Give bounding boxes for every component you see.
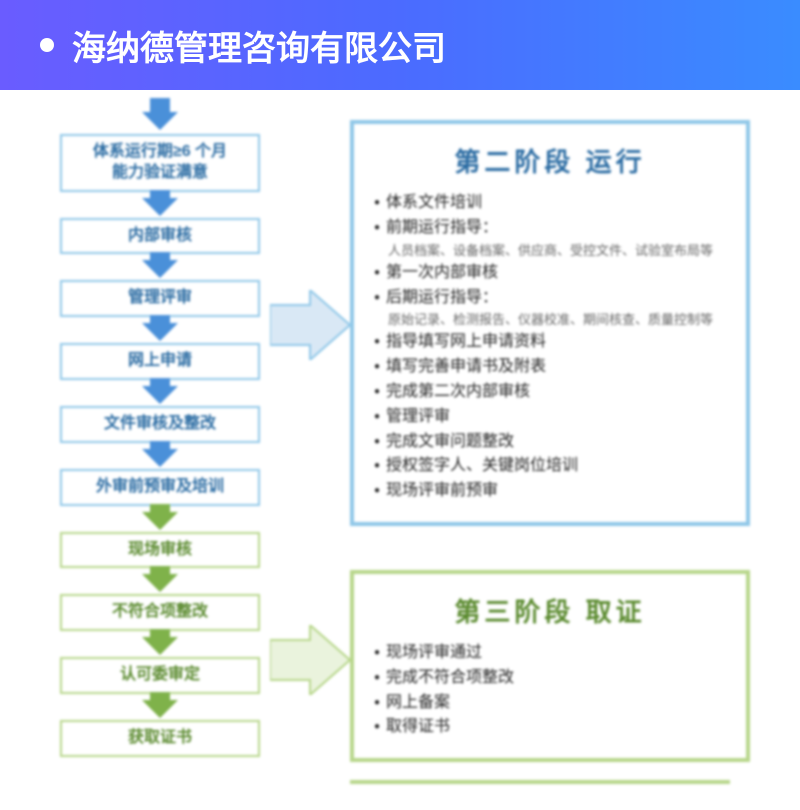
- list-item: 管理评审: [374, 405, 726, 430]
- flow-box-s2-1: 管理评审: [60, 280, 260, 317]
- flow-box-s2-0: 内部审核: [60, 218, 260, 255]
- list-item: 授权签字人、关键岗位培训: [374, 454, 726, 479]
- list-item: 网上备案: [374, 691, 726, 716]
- list-item: 完成文审问题整改: [374, 430, 726, 455]
- company-name: 海纳德管理咨询有限公司: [72, 21, 446, 70]
- list-item: 体系文件培训: [374, 191, 726, 216]
- panel-stage4-peek: [350, 780, 730, 810]
- panel-stage3-title: 第三阶段 取证: [374, 592, 726, 629]
- list-item: 人员档案、设备档案、供应商、受控文件、试验室布局等: [374, 241, 726, 261]
- panel-stage2-list: 体系文件培训 前期运行指导： 人员档案、设备档案、供应商、受控文件、试验室布局等…: [374, 191, 726, 504]
- list-item: 完成不符合项整改: [374, 666, 726, 691]
- diagram-canvas: 体系运行期≥6 个月能力验证满意 内部审核 管理评审 网上申请 文件审核及整改 …: [0, 0, 800, 800]
- list-item: 完成第二次内部审核: [374, 380, 726, 405]
- list-item: 现场评审通过: [374, 641, 726, 666]
- flow-box-s3-3: 获取证书: [60, 720, 260, 757]
- flow-box-s3-1: 不符合项整改: [60, 594, 260, 631]
- flow-box-s3-0: 现场审核: [60, 532, 260, 569]
- list-item: 第一次内部审核: [374, 261, 726, 286]
- watermark-header: 海纳德管理咨询有限公司: [0, 0, 800, 90]
- list-item: 现场评审前预审: [374, 479, 726, 504]
- flow-column: 体系运行期≥6 个月能力验证满意 内部审核 管理评审 网上申请 文件审核及整改 …: [60, 100, 260, 757]
- flow-box-s2-3: 文件审核及整改: [60, 406, 260, 443]
- panel-stage3-list: 现场评审通过 完成不符合项整改 网上备案 取得证书: [374, 641, 726, 740]
- flow-box-s3-2: 认可委审定: [60, 657, 260, 694]
- flow-box-s2-4: 外审前预审及培训: [60, 469, 260, 506]
- panel-stage2: 第二阶段 运行 体系文件培训 前期运行指导： 人员档案、设备档案、供应商、受控文…: [350, 120, 750, 526]
- list-item: 后期运行指导：: [374, 286, 726, 311]
- flow-box-top: 体系运行期≥6 个月能力验证满意: [60, 134, 260, 192]
- flow-box-s2-2: 网上申请: [60, 343, 260, 380]
- panel-stage2-title: 第二阶段 运行: [374, 142, 726, 179]
- list-item: 前期运行指导：: [374, 216, 726, 241]
- panel-stage3: 第三阶段 取证 现场评审通过 完成不符合项整改 网上备案 取得证书: [350, 570, 750, 762]
- list-item: 指导填写网上申请资料: [374, 330, 726, 355]
- list-item: 填写完善申请书及附表: [374, 355, 726, 380]
- bullet-icon: [40, 38, 54, 52]
- list-item: 取得证书: [374, 715, 726, 740]
- list-item: 原始记录、检测报告、仪器校准、期间核查、质量控制等: [374, 310, 726, 330]
